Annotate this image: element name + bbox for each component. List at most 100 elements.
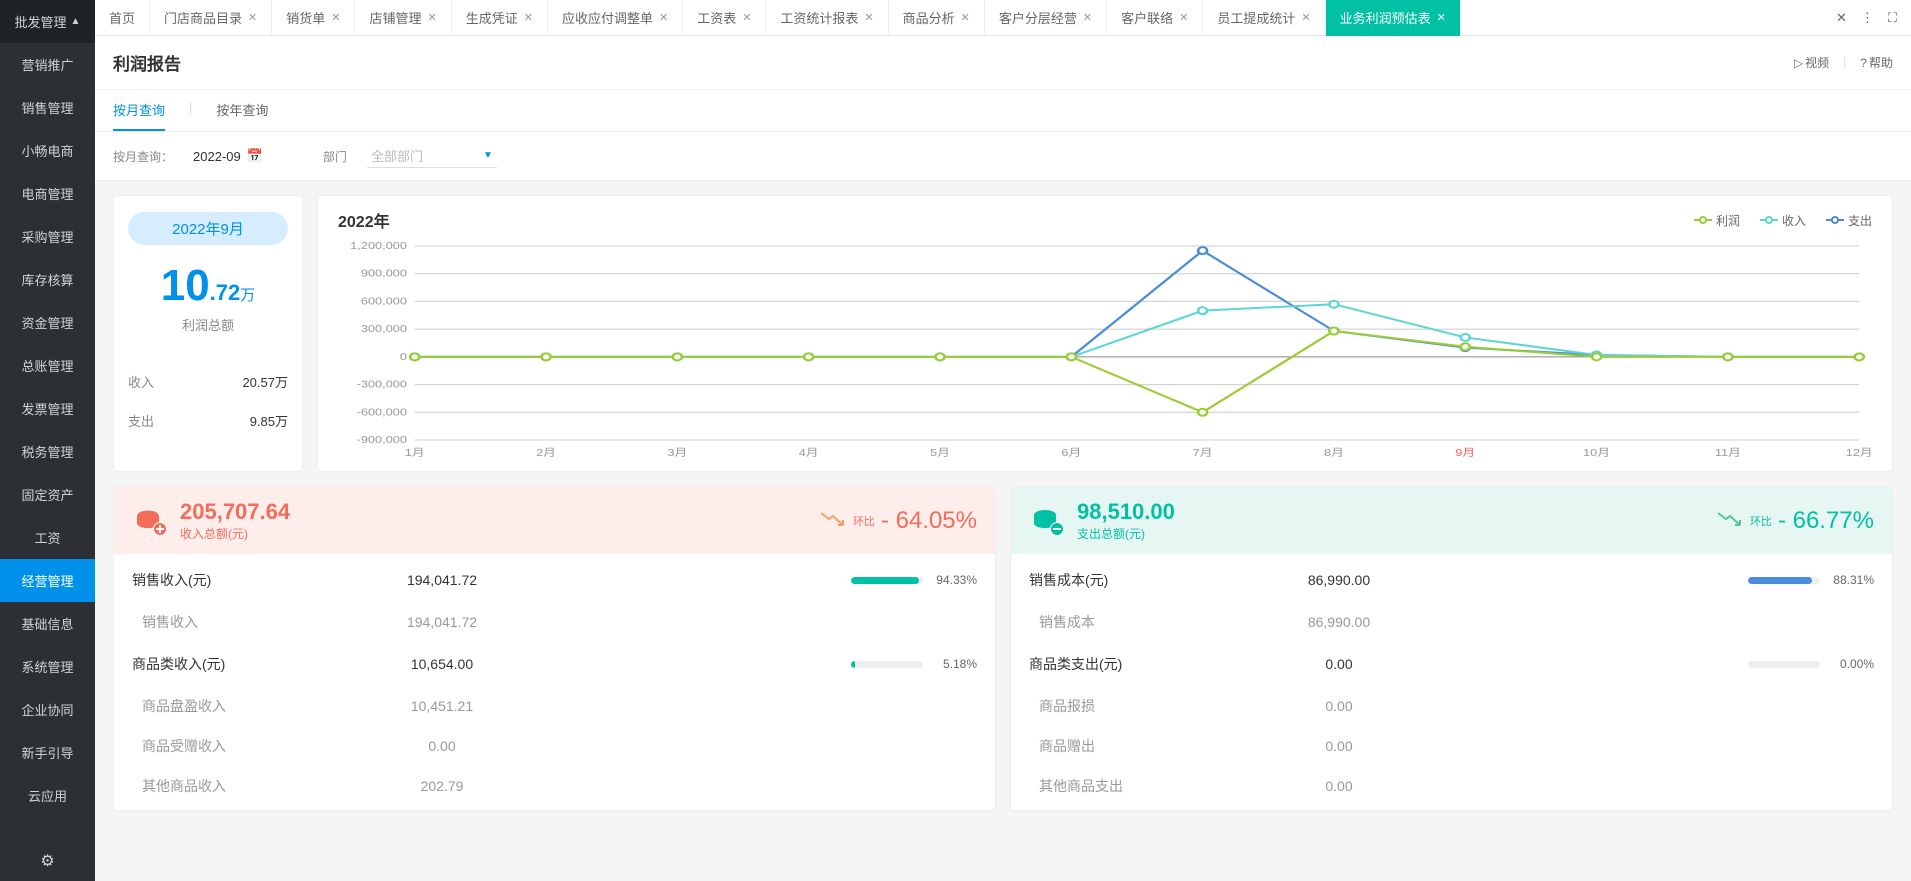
tab-close-icon[interactable]: ✕ (864, 11, 873, 24)
svg-text:11月: 11月 (1715, 448, 1741, 458)
income-amount: 205,707.64 (180, 499, 290, 525)
svg-text:300,000: 300,000 (361, 324, 407, 334)
subtab-by-month[interactable]: 按月查询 (113, 90, 165, 131)
sidebar-item[interactable]: 工资 (0, 516, 95, 559)
income-panel: 205,707.64 收入总额(元) 环比 - 64.05% 销售收 (113, 486, 996, 811)
tabs-more-icon[interactable]: ⋮ (1861, 10, 1874, 26)
tab-close-icon[interactable]: ✕ (742, 11, 751, 24)
page-header: 利润报告 ▷ 视频 | ? 帮助 (95, 36, 1911, 90)
tab-close-icon[interactable]: ✕ (248, 11, 257, 24)
dept-filter[interactable]: 全部部门 ▼ (367, 144, 497, 168)
tab[interactable]: 工资统计报表✕ (766, 0, 888, 36)
sidebar-item[interactable]: 销售管理 (0, 86, 95, 129)
expense-icon (1029, 503, 1065, 539)
tab-close-icon[interactable]: ✕ (961, 11, 970, 24)
tab-close-icon[interactable]: ✕ (659, 11, 668, 24)
panel-subrow: 商品盘盈收入10,451.21 (132, 686, 977, 726)
sidebar-item[interactable]: 新手引导 (0, 731, 95, 774)
tab[interactable]: 员工提成统计✕ (1203, 0, 1325, 36)
sidebar-item[interactable]: 系统管理 (0, 645, 95, 688)
tab[interactable]: 店铺管理✕ (355, 0, 451, 36)
summary-expense-line: 支出 9.85万 (128, 401, 288, 440)
calendar-icon: 📅 (247, 148, 263, 164)
tab[interactable]: 客户联络✕ (1107, 0, 1203, 36)
expense-change: - 66.77% (1778, 507, 1874, 535)
svg-text:-900,000: -900,000 (357, 435, 407, 445)
sidebar-item[interactable]: 固定资产 (0, 473, 95, 516)
tab[interactable]: 门店商品目录✕ (150, 0, 272, 36)
sidebar-item[interactable]: 云应用 (0, 774, 95, 817)
summary-income-line: 收入 20.57万 (128, 362, 288, 401)
sidebar-header[interactable]: 批发管理 ▲ (0, 0, 95, 43)
month-filter[interactable]: 2022-09 📅 (193, 148, 263, 164)
sidebar-item[interactable]: 发票管理 (0, 387, 95, 430)
expense-label: 支出总额(元) (1077, 525, 1175, 542)
subtabs: 按月查询 | 按年查询 (95, 90, 1911, 132)
summary-card: 2022年9月 10.72万 利润总额 收入 20.57万 支出 9.85万 (113, 195, 303, 472)
panel-row: 销售收入(元)194,041.7294.33% (132, 558, 977, 602)
summary-sub-label: 利润总额 (128, 315, 288, 334)
tab[interactable]: 商品分析✕ (889, 0, 985, 36)
sidebar-item[interactable]: 采购管理 (0, 215, 95, 258)
tab[interactable]: 销货单✕ (272, 0, 355, 36)
tab[interactable]: 首页 (95, 0, 150, 36)
panel-subrow: 商品报损0.00 (1029, 686, 1874, 726)
sidebar-item[interactable]: 营销推广 (0, 43, 95, 86)
tab-close-icon[interactable]: ✕ (1301, 11, 1310, 24)
sidebar-item[interactable]: 税务管理 (0, 430, 95, 473)
fullscreen-icon[interactable]: ⛶ (1888, 10, 1897, 26)
legend-income[interactable]: 收入 (1760, 212, 1806, 229)
income-hb-label: 环比 (853, 513, 875, 529)
svg-text:5月: 5月 (930, 448, 950, 458)
help-link[interactable]: ? 帮助 (1860, 54, 1893, 71)
tab-close-icon[interactable]: ✕ (331, 11, 340, 24)
sidebar-item[interactable]: 电商管理 (0, 172, 95, 215)
settings-icon[interactable]: ⚙ (0, 841, 95, 881)
filter-row: 按月查询： 2022-09 📅 部门 全部部门 ▼ (95, 132, 1911, 181)
tab-close-icon[interactable]: ✕ (428, 11, 437, 24)
tab[interactable]: 客户分层经营✕ (985, 0, 1107, 36)
sidebar-item[interactable]: 基础信息 (0, 602, 95, 645)
tab-close-icon[interactable]: ✕ (524, 11, 533, 24)
summary-total: 10.72万 (128, 261, 288, 311)
sidebar-item[interactable]: 库存核算 (0, 258, 95, 301)
video-link[interactable]: ▷ 视频 (1794, 54, 1829, 71)
svg-text:6月: 6月 (1061, 448, 1081, 458)
tab-close-icon[interactable]: ✕ (1437, 11, 1446, 24)
panel-subrow: 其他商品收入202.79 (132, 766, 977, 806)
legend-profit[interactable]: 利润 (1694, 212, 1740, 229)
svg-text:-600,000: -600,000 (357, 407, 407, 417)
panel-row: 商品类支出(元)0.000.00% (1029, 642, 1874, 686)
svg-text:1月: 1月 (405, 448, 425, 458)
tab[interactable]: 应收应付调整单✕ (548, 0, 683, 36)
tab[interactable]: 业务利润预估表✕ (1326, 0, 1461, 36)
chart-card: 2022年 利润 收入 支出 -900,000-600,000-300,0000… (317, 195, 1893, 472)
tab-close-icon[interactable]: ✕ (1179, 11, 1188, 24)
panel-subrow: 商品赠出0.00 (1029, 726, 1874, 766)
sidebar-item[interactable]: 总账管理 (0, 344, 95, 387)
tab-close-icon[interactable]: ✕ (1083, 11, 1092, 24)
panel-row: 商品类收入(元)10,654.005.18% (132, 642, 977, 686)
month-filter-label: 按月查询： (113, 148, 173, 165)
expense-hb-label: 环比 (1750, 513, 1772, 529)
sidebar-item[interactable]: 小畅电商 (0, 129, 95, 172)
svg-text:8月: 8月 (1324, 448, 1344, 458)
sidebar-item[interactable]: 企业协同 (0, 688, 95, 731)
income-panel-header: 205,707.64 收入总额(元) 环比 - 64.05% (114, 487, 995, 554)
income-icon (132, 503, 168, 539)
page-title: 利润报告 (113, 50, 181, 75)
tab[interactable]: 生成凭证✕ (452, 0, 548, 36)
sidebar-item[interactable]: 经营管理 (0, 559, 95, 602)
svg-text:12月: 12月 (1846, 448, 1872, 458)
subtab-by-year[interactable]: 按年查询 (216, 90, 268, 131)
sidebar-item[interactable]: 资金管理 (0, 301, 95, 344)
svg-text:600,000: 600,000 (361, 297, 407, 307)
svg-text:900,000: 900,000 (361, 269, 407, 279)
close-all-tabs-icon[interactable]: ✕ (1836, 10, 1847, 26)
svg-text:7月: 7月 (1193, 448, 1213, 458)
chevron-down-icon: ▼ (483, 150, 493, 161)
svg-text:3月: 3月 (667, 448, 687, 458)
tab[interactable]: 工资表✕ (683, 0, 766, 36)
sidebar: 批发管理 ▲ 营销推广销售管理小畅电商电商管理采购管理库存核算资金管理总账管理发… (0, 0, 95, 881)
legend-expense[interactable]: 支出 (1826, 212, 1872, 229)
